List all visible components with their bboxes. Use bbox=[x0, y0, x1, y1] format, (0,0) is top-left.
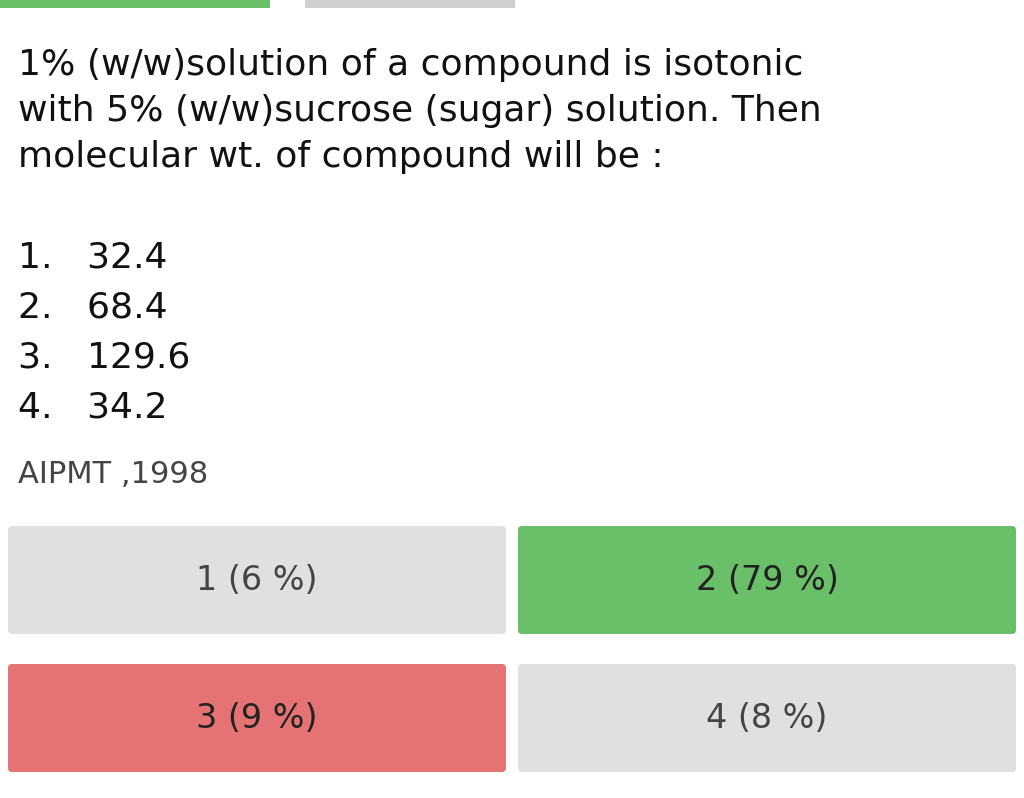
Text: AIPMT ,1998: AIPMT ,1998 bbox=[18, 460, 208, 489]
FancyBboxPatch shape bbox=[518, 526, 1016, 634]
Text: 1% (w/w)solution of a compound is isotonic: 1% (w/w)solution of a compound is isoton… bbox=[18, 48, 804, 82]
Text: 4 (8 %): 4 (8 %) bbox=[707, 701, 827, 734]
Text: 1 (6 %): 1 (6 %) bbox=[197, 563, 317, 596]
Text: 4.   34.2: 4. 34.2 bbox=[18, 390, 168, 424]
FancyBboxPatch shape bbox=[518, 664, 1016, 772]
Text: 2.   68.4: 2. 68.4 bbox=[18, 290, 168, 324]
FancyBboxPatch shape bbox=[0, 0, 270, 8]
FancyBboxPatch shape bbox=[305, 0, 515, 8]
Text: 1.   32.4: 1. 32.4 bbox=[18, 240, 168, 274]
Text: molecular wt. of compound will be :: molecular wt. of compound will be : bbox=[18, 140, 664, 174]
FancyBboxPatch shape bbox=[8, 526, 506, 634]
Text: 2 (79 %): 2 (79 %) bbox=[695, 563, 839, 596]
Text: 3.   129.6: 3. 129.6 bbox=[18, 340, 190, 374]
Text: with 5% (w/w)sucrose (sugar) solution. Then: with 5% (w/w)sucrose (sugar) solution. T… bbox=[18, 94, 821, 128]
Text: 3 (9 %): 3 (9 %) bbox=[197, 701, 317, 734]
FancyBboxPatch shape bbox=[8, 664, 506, 772]
